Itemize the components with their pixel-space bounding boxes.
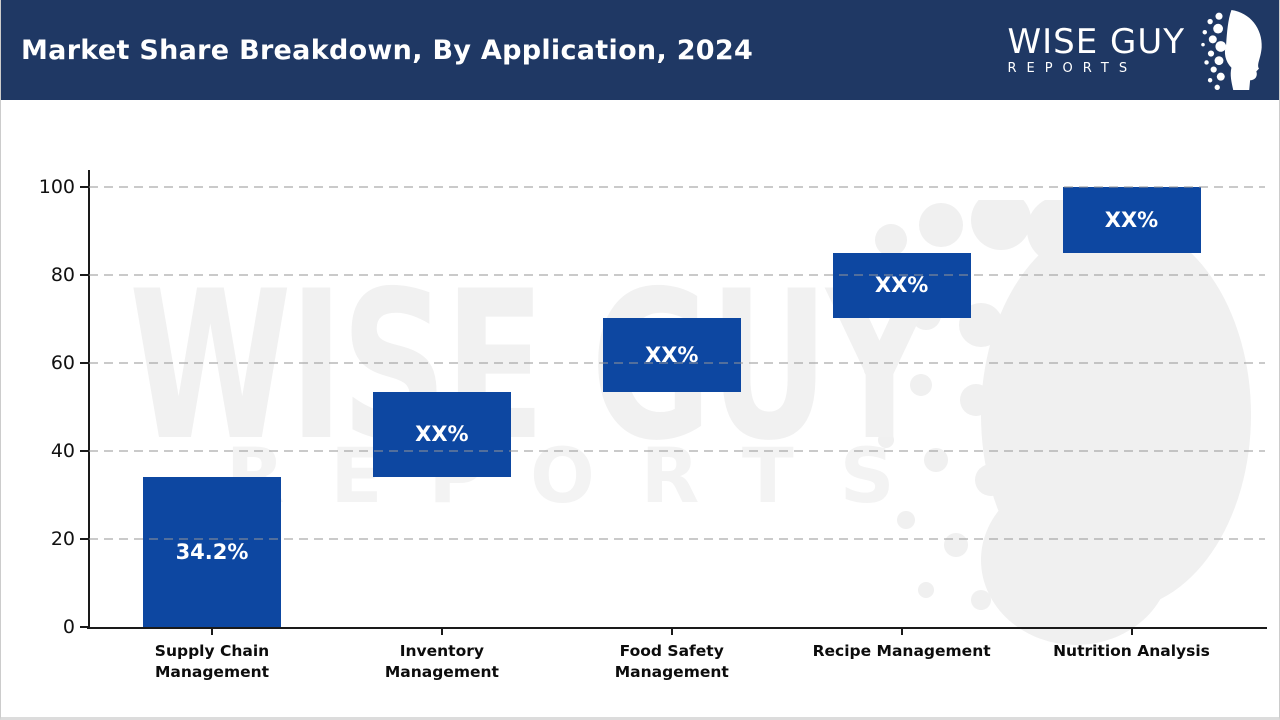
bar-segment: XX% xyxy=(602,317,741,393)
y-axis-tick xyxy=(80,626,89,628)
x-axis-tick xyxy=(670,629,673,635)
category-label: Recipe Management xyxy=(787,641,1017,662)
category-label: Food Safety Management xyxy=(557,641,787,683)
y-axis-tick xyxy=(80,362,89,364)
bar-segment: XX% xyxy=(372,392,511,477)
category-label-line: Inventory xyxy=(399,642,484,660)
page-title: Market Share Breakdown, By Application, … xyxy=(21,34,754,66)
bar-value-label: XX% xyxy=(415,422,469,447)
x-axis-tick xyxy=(211,629,213,635)
waterfall-plot: 0 20 40 60 80 100 34.2% Supply Chain Management X… xyxy=(1,100,1279,717)
category-label-line: Management xyxy=(154,663,270,681)
gridline xyxy=(89,538,1265,540)
y-tick-label: 0 xyxy=(62,616,75,638)
bar-segment: XX% xyxy=(832,253,971,318)
category-label: Supply Chain Management xyxy=(97,641,327,683)
category-label-line: Food Safety xyxy=(619,642,724,660)
logo-title-text: WISE GUY xyxy=(1007,22,1185,62)
watermark-line1: WISE GUY xyxy=(129,248,933,486)
y-tick-label: 100 xyxy=(38,176,75,198)
x-axis-tick xyxy=(440,629,443,635)
category-label-line: Recipe Management xyxy=(812,642,991,660)
category-label-line: Management xyxy=(614,663,729,681)
y-axis-tick xyxy=(80,274,89,276)
y-axis-line xyxy=(88,170,90,629)
x-axis-tick xyxy=(900,629,903,635)
gridline xyxy=(89,450,1265,452)
y-tick-label: 60 xyxy=(50,352,75,374)
gridline xyxy=(89,274,1265,276)
category-label: Nutrition Analysis xyxy=(1017,641,1247,662)
x-axis-line xyxy=(87,627,1267,629)
y-axis-tick xyxy=(80,186,89,188)
bar-segment: XX% xyxy=(1062,187,1201,253)
y-axis-tick xyxy=(80,450,89,452)
category-label-line: Nutrition Analysis xyxy=(1053,642,1210,660)
header: Market Share Breakdown, By Application, … xyxy=(1,0,1279,100)
y-tick-label: 20 xyxy=(50,528,75,550)
chart-area: WISE GUY REPORTS 0 20 40 60 80 100 34.2% Supply… xyxy=(1,100,1279,717)
category-label-line: Supply Chain xyxy=(154,642,270,660)
bar-value-label: XX% xyxy=(1104,208,1159,232)
logo-subtitle-text: REPORTS xyxy=(1007,61,1138,76)
bar-value-label: 34.2% xyxy=(175,539,249,564)
logo-wordmark: WISE GUY REPORTS xyxy=(1007,25,1185,75)
gridline xyxy=(89,362,1265,364)
category-label-line: Management xyxy=(384,663,499,681)
logo-face-icon xyxy=(1201,10,1262,90)
bar-value-label: XX% xyxy=(874,273,929,298)
gridline xyxy=(89,186,1265,188)
wise-guy-reports-logo: WISE GUY REPORTS xyxy=(1007,6,1267,94)
y-tick-label: 80 xyxy=(50,264,75,286)
y-tick-label: 40 xyxy=(50,440,75,462)
y-axis-tick xyxy=(80,538,89,540)
category-label: Inventory Management xyxy=(327,641,557,683)
bar-segment: 34.2% xyxy=(143,476,281,627)
x-axis-tick xyxy=(1130,629,1133,635)
